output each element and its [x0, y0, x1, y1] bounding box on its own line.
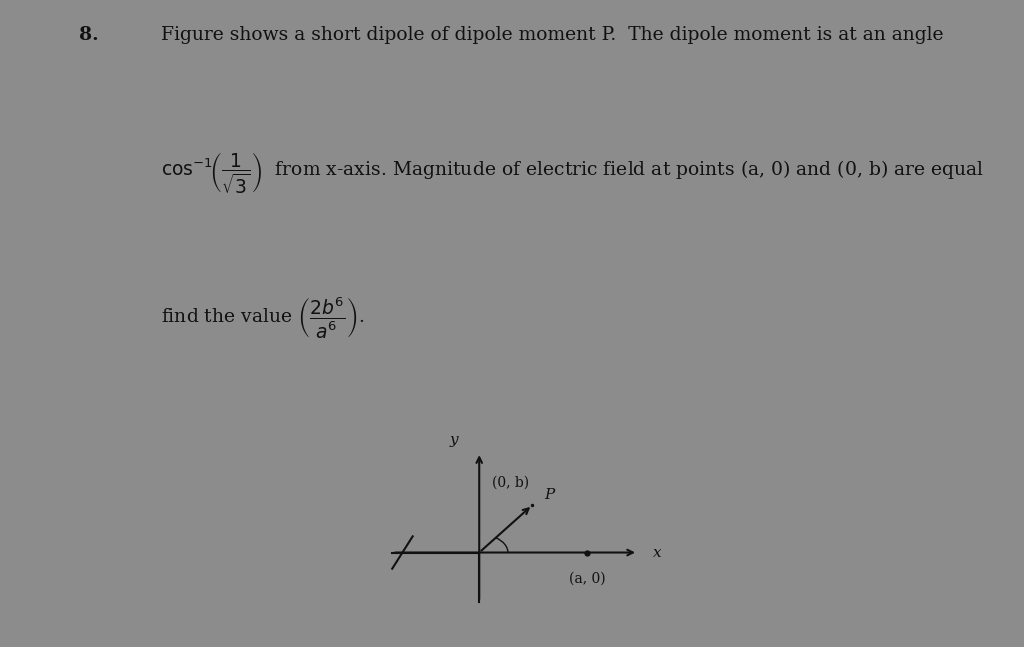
Text: 8.: 8.	[79, 27, 98, 45]
Text: y: y	[450, 433, 458, 447]
Text: (0, b): (0, b)	[492, 476, 528, 489]
Text: Figure shows a short dipole of dipole moment P.  The dipole moment is at an angl: Figure shows a short dipole of dipole mo…	[161, 27, 943, 45]
Text: $\mathrm{cos}^{-1}\!\left(\dfrac{1}{\sqrt{3}}\right)$  from x-axis. Magnitude of: $\mathrm{cos}^{-1}\!\left(\dfrac{1}{\sqr…	[161, 151, 984, 197]
Text: x: x	[653, 545, 662, 560]
Text: find the value $\left(\dfrac{2b^6}{a^6}\right)$.: find the value $\left(\dfrac{2b^6}{a^6}\…	[161, 295, 364, 340]
Text: (a, 0): (a, 0)	[569, 572, 605, 586]
Text: P: P	[545, 488, 555, 502]
